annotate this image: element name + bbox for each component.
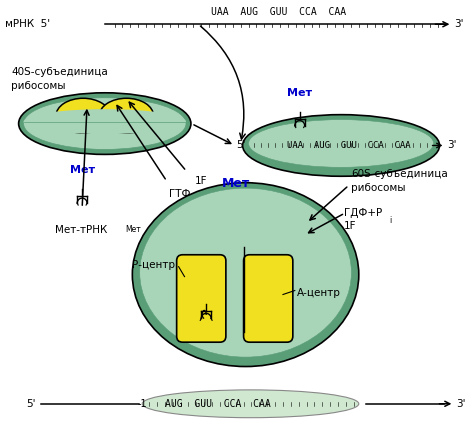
Text: 1F: 1F [344, 221, 356, 231]
Text: AUG  GUU  CCA  CAA: AUG GUU CCA CAA [165, 399, 271, 409]
Ellipse shape [248, 120, 434, 167]
Ellipse shape [56, 98, 110, 133]
Text: ГТФ: ГТФ [169, 189, 190, 199]
Text: 3': 3' [454, 19, 464, 29]
Text: 40S-субъединица
рибосомы: 40S-субъединица рибосомы [11, 67, 108, 91]
Text: 1F: 1F [194, 176, 207, 186]
Ellipse shape [24, 98, 186, 149]
Text: А-центр: А-центр [297, 288, 341, 297]
Ellipse shape [142, 390, 359, 418]
Text: Мет-тРНК: Мет-тРНК [55, 225, 107, 235]
Text: 60S-субъединица
рибосомы: 60S-субъединица рибосомы [351, 169, 447, 193]
Ellipse shape [140, 188, 351, 357]
Text: 3': 3' [456, 399, 466, 409]
Text: UAA  AUG  GUU  CCA  CAA: UAA AUG GUU CCA CAA [287, 141, 411, 150]
Text: Мет: Мет [70, 165, 95, 175]
Ellipse shape [243, 115, 439, 176]
FancyBboxPatch shape [244, 255, 293, 342]
Text: Мет: Мет [222, 177, 250, 190]
Ellipse shape [132, 183, 359, 366]
Ellipse shape [18, 93, 191, 155]
FancyBboxPatch shape [177, 255, 226, 342]
Ellipse shape [100, 98, 154, 133]
Text: 5': 5' [236, 140, 246, 150]
Text: мРНК  5': мРНК 5' [5, 19, 50, 29]
Text: 5': 5' [26, 399, 36, 409]
Text: -1: -1 [137, 399, 147, 409]
Text: ГДФ+Р: ГДФ+Р [344, 208, 382, 218]
Text: Мет: Мет [287, 88, 312, 98]
Text: i: i [389, 216, 392, 225]
Text: Р-центр: Р-центр [132, 260, 175, 270]
Text: Мет: Мет [126, 225, 141, 234]
Ellipse shape [24, 109, 186, 134]
Text: UAA  AUG  GUU  CCA  CAA: UAA AUG GUU CCA CAA [211, 7, 346, 17]
Text: 3': 3' [447, 140, 457, 150]
